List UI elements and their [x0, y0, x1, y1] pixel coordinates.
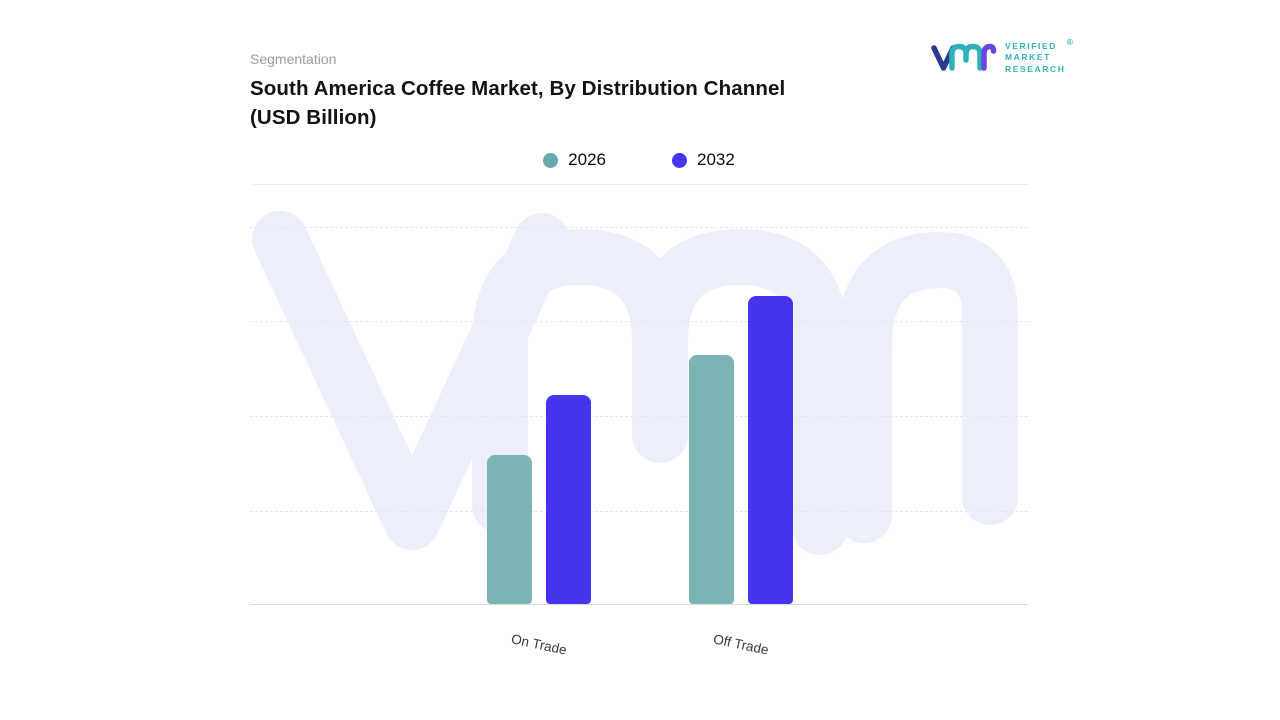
gridline [250, 227, 1028, 228]
legend-label-2032: 2032 [697, 150, 735, 169]
legend-item-2032: 2032 [672, 150, 735, 170]
bar-group-on-trade [487, 395, 592, 604]
logo-line-verified: VERIFIED [1005, 41, 1058, 52]
vmr-logo: ® VERIFIED MARKET RESEARCH [930, 37, 1073, 75]
bar-off-trade-2032 [747, 296, 793, 604]
registered-trademark: ® [1066, 37, 1075, 48]
bar-group-off-trade [688, 296, 793, 604]
x-axis-label-off-trade: Off Trade [711, 631, 770, 658]
bar-chart: On Trade Off Trade [250, 211, 1028, 658]
logo-line-market: MARKET [1005, 52, 1051, 63]
header-divider [250, 184, 1028, 185]
bar-on-trade-2026 [487, 455, 533, 604]
gridline [250, 416, 1028, 417]
vmr-logo-text: ® VERIFIED MARKET RESEARCH [1005, 37, 1073, 74]
legend-dot-2032 [672, 152, 687, 168]
x-axis-label-on-trade: On Trade [509, 631, 569, 658]
legend-dot-2026 [543, 152, 559, 168]
legend-label-2026: 2026 [568, 150, 606, 169]
bar-off-trade-2026 [688, 355, 734, 604]
gridline [250, 321, 1028, 322]
gridline [250, 511, 1028, 512]
chart-title: South America Coffee Market, By Distribu… [250, 77, 786, 130]
logo-line-research: RESEARCH [1005, 63, 1066, 74]
segmentation-label: Segmentation [250, 51, 337, 67]
chart-legend: 2026 2032 [250, 150, 1028, 170]
bar-on-trade-2032 [546, 395, 592, 604]
x-axis-line [250, 604, 1028, 605]
legend-item-2026: 2026 [543, 150, 606, 170]
vmr-logo-mark-icon [931, 43, 997, 71]
